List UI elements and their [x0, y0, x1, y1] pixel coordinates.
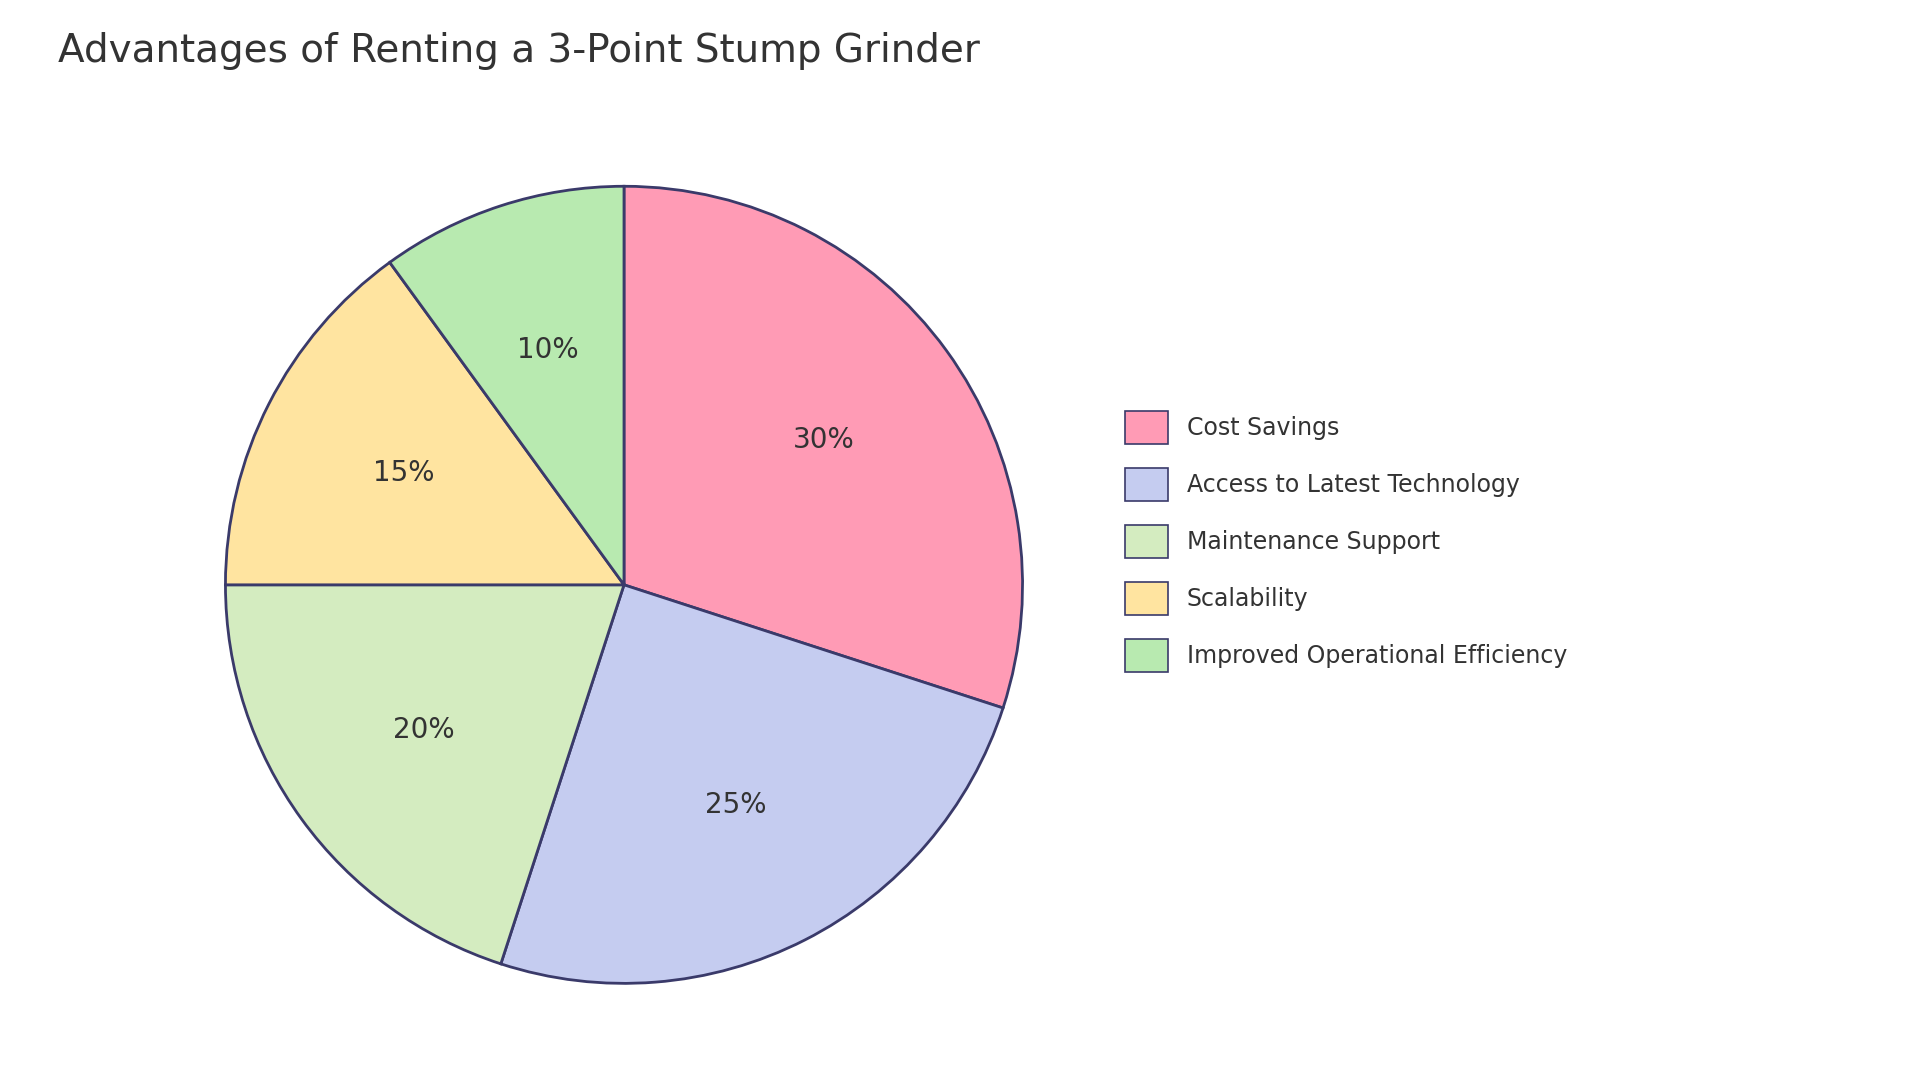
Text: 20%: 20%	[394, 716, 455, 744]
Wedge shape	[225, 262, 624, 585]
Wedge shape	[225, 585, 624, 964]
Text: Advantages of Renting a 3-Point Stump Grinder: Advantages of Renting a 3-Point Stump Gr…	[58, 32, 979, 70]
Text: 30%: 30%	[793, 426, 854, 454]
Wedge shape	[390, 186, 624, 585]
Text: 25%: 25%	[705, 791, 766, 819]
Legend: Cost Savings, Access to Latest Technology, Maintenance Support, Scalability, Imp: Cost Savings, Access to Latest Technolog…	[1125, 410, 1567, 673]
Wedge shape	[501, 585, 1002, 983]
Text: 15%: 15%	[372, 458, 434, 486]
Text: 10%: 10%	[516, 336, 578, 364]
Wedge shape	[624, 186, 1023, 708]
